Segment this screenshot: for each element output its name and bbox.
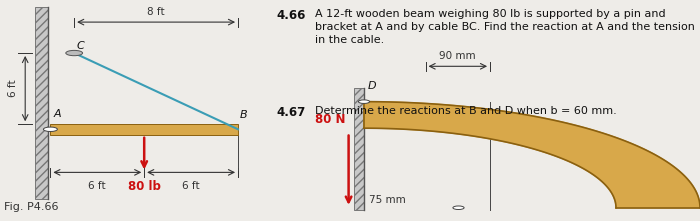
Text: 80 N: 80 N: [314, 113, 345, 126]
Text: B: B: [240, 110, 248, 120]
Text: 6 ft: 6 ft: [88, 181, 106, 191]
Text: 6 ft: 6 ft: [8, 80, 18, 97]
Circle shape: [358, 100, 370, 103]
Bar: [354, 88, 364, 210]
Text: C: C: [77, 41, 85, 51]
Text: 6 ft: 6 ft: [182, 181, 200, 191]
Text: A 12-ft wooden beam weighing 80 lb is supported by a pin and
bracket at A and by: A 12-ft wooden beam weighing 80 lb is su…: [315, 9, 695, 45]
Bar: [35, 7, 48, 199]
Text: 4.66: 4.66: [276, 9, 306, 22]
Circle shape: [66, 50, 83, 56]
Text: 75 mm: 75 mm: [369, 195, 406, 205]
Text: Fig. P4.66: Fig. P4.66: [4, 202, 58, 212]
Text: 80 lb: 80 lb: [128, 180, 160, 193]
Polygon shape: [364, 102, 700, 208]
Circle shape: [453, 206, 464, 210]
Text: 8 ft: 8 ft: [147, 7, 165, 17]
Bar: [50, 124, 238, 135]
Text: Determine the reactions at B and D when b = 60 mm.: Determine the reactions at B and D when …: [315, 106, 617, 116]
Text: D: D: [368, 81, 377, 91]
Circle shape: [43, 127, 57, 131]
Text: A: A: [53, 109, 61, 119]
Text: 90 mm: 90 mm: [440, 51, 476, 61]
Text: 4.67: 4.67: [276, 106, 306, 119]
